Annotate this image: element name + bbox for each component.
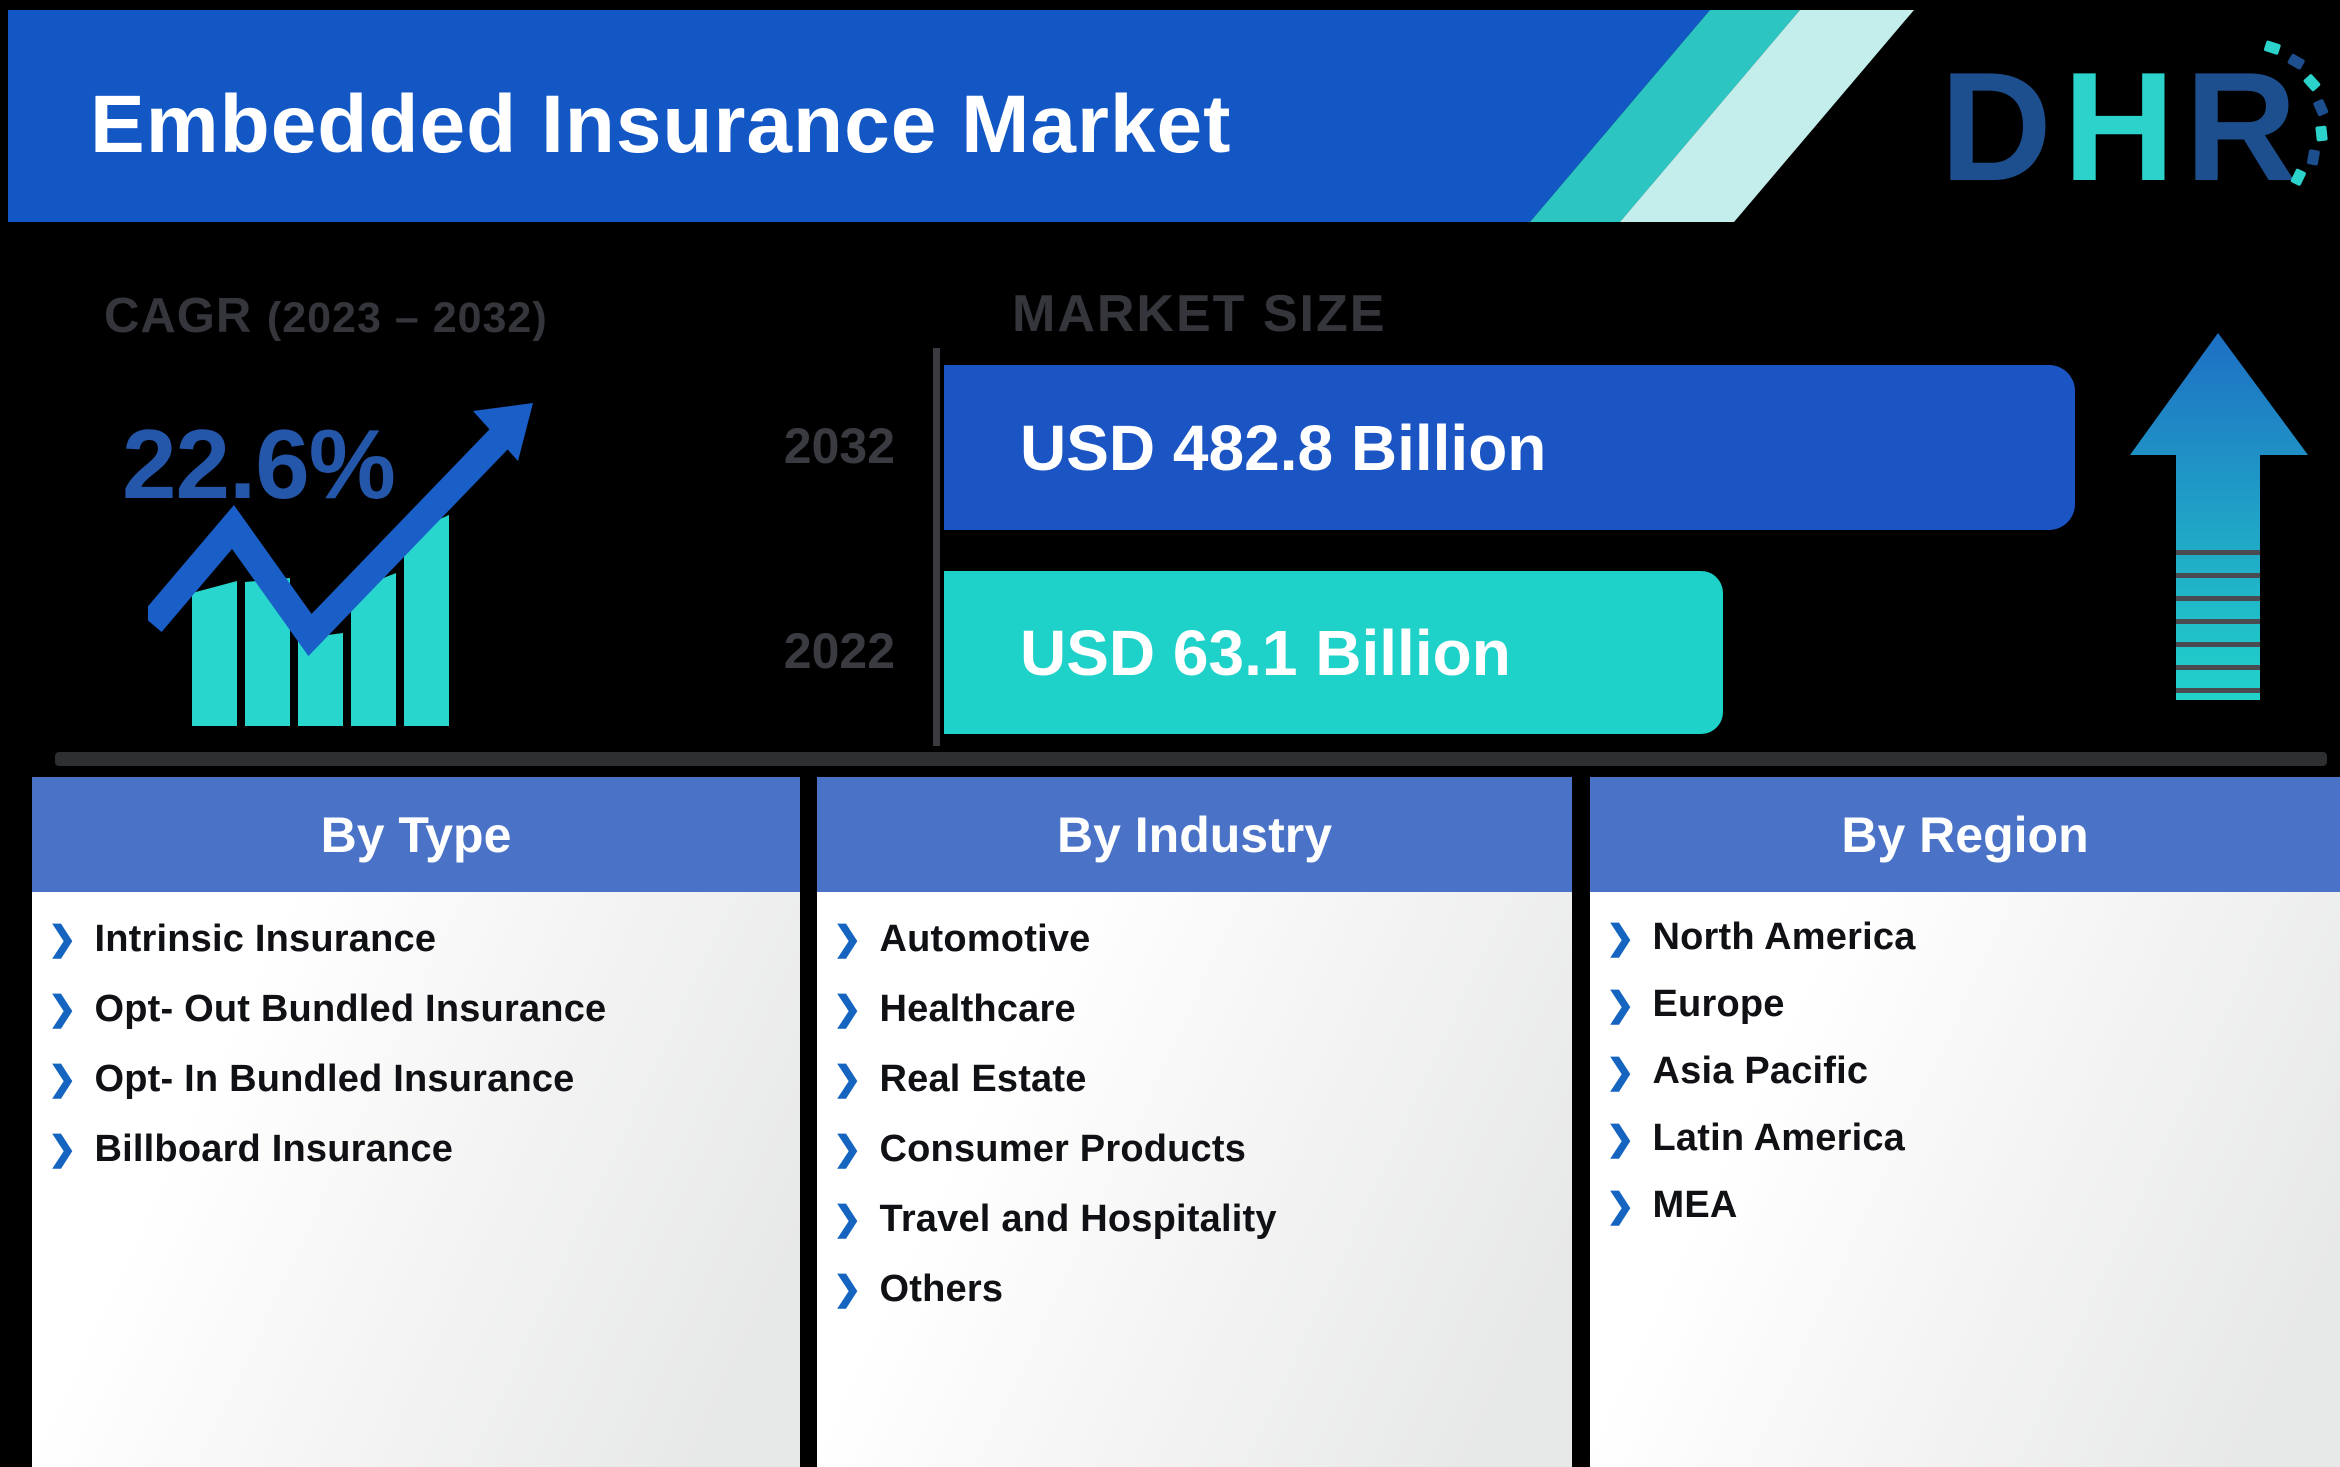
segment-column-by-industry: By Industry ❯ Automotive ❯ Healthcare ❯ Rea…: [817, 777, 1572, 1467]
list-item: ❯ Latin America: [1606, 1117, 1905, 1159]
list-item: ❯ Asia Pacific: [1606, 1050, 1869, 1092]
chevron-icon: ❯: [833, 990, 862, 1028]
cagr-label-text: CAGR: [104, 289, 253, 343]
logo-letter-d: D: [1940, 40, 2052, 210]
segment-column-by-region: By Region ❯ North America ❯ Europe ❯ Asia P…: [1590, 777, 2340, 1467]
logo-dots-arc: [2264, 40, 2329, 186]
cagr-label: CAGR (2023 – 2032): [104, 288, 548, 344]
market-size-title: MARKET SIZE: [1012, 285, 1387, 343]
separator-line: [55, 752, 2327, 766]
logo-letter-h: H: [2063, 40, 2175, 210]
growth-arrow-icon: [2130, 333, 2308, 700]
bar-2032-value: USD 482.8 Billion: [1020, 411, 1547, 484]
column-header-by-industry: By Industry: [817, 777, 1572, 892]
column-header-by-region: By Region: [1590, 777, 2340, 892]
list-item: ❯ Opt- In Bundled Insurance: [48, 1057, 575, 1100]
list-item: ❯ Consumer Products: [833, 1127, 1247, 1170]
cagr-period: (2023 – 2032): [266, 294, 548, 342]
dhr-logo: D H R: [1940, 40, 2329, 210]
list-item: ❯ Real Estate: [833, 1057, 1087, 1100]
list-item: ❯ MEA: [1606, 1184, 1738, 1226]
bar-2022-value: USD 63.1 Billion: [1020, 616, 1511, 689]
bar-2022: USD 63.1 Billion: [944, 571, 1723, 734]
axis-line: [933, 348, 940, 746]
cagr-value: 22.6%: [122, 409, 396, 519]
chevron-icon: ❯: [1606, 985, 1635, 1024]
arrow-shaft-stripes: [2176, 550, 2260, 693]
year-label-2032: 2032: [783, 418, 895, 474]
chevron-icon: ❯: [833, 920, 862, 958]
logo-letter-r: R: [2185, 40, 2297, 210]
year-label-2022: 2022: [783, 623, 895, 679]
chevron-icon: ❯: [1606, 1186, 1635, 1225]
chevron-icon: ❯: [1606, 1052, 1635, 1091]
column-body-by-region: ❯ North America ❯ Europe ❯ Asia Pacific ❯ La…: [1590, 892, 2340, 1467]
trend-arrowhead: [473, 403, 533, 461]
chevron-icon: ❯: [833, 1200, 862, 1238]
chevron-icon: ❯: [48, 990, 77, 1028]
list-item: ❯ Europe: [1606, 983, 1785, 1025]
header-background: [8, 10, 1914, 222]
by-region-list: ❯ North America ❯ Europe ❯ Asia Pacific ❯ La…: [1590, 904, 2340, 1239]
column-body-by-type: ❯ Intrinsic Insurance ❯ Opt- Out Bundled I…: [32, 892, 800, 1467]
growth-chart-icon: [148, 403, 533, 726]
list-item: ❯ Travel and Hospitality: [833, 1197, 1277, 1240]
list-item: ❯ Automotive: [833, 917, 1091, 960]
bar-2032: USD 482.8 Billion: [944, 365, 2075, 530]
chevron-icon: ❯: [48, 1130, 77, 1168]
column-header-by-type: By Type: [32, 777, 800, 892]
segment-column-by-type: By Type ❯ Intrinsic Insurance ❯ Opt- Out B…: [32, 777, 800, 1467]
list-item: ❯ Healthcare: [833, 987, 1076, 1030]
chevron-icon: ❯: [48, 1060, 77, 1098]
chevron-icon: ❯: [833, 1130, 862, 1168]
column-body-by-industry: ❯ Automotive ❯ Healthcare ❯ Real Estate ❯ Co…: [817, 892, 1572, 1467]
list-item: ❯ Opt- Out Bundled Insurance: [48, 987, 607, 1030]
header-blue-band: [8, 10, 1710, 222]
chevron-icon: ❯: [833, 1060, 862, 1098]
list-item: ❯ North America: [1606, 916, 1916, 958]
by-type-list: ❯ Intrinsic Insurance ❯ Opt- Out Bundled I…: [32, 904, 800, 1184]
page-title: Embedded Insurance Market: [90, 79, 1232, 170]
list-item: ❯ Others: [833, 1267, 1004, 1310]
by-industry-list: ❯ Automotive ❯ Healthcare ❯ Real Estate ❯ Co…: [817, 904, 1572, 1324]
zigzag-trend-line: [148, 420, 518, 657]
chevron-icon: ❯: [1606, 1119, 1635, 1158]
growth-chart-bars: [192, 515, 449, 726]
header-teal-stripe: [1530, 10, 1800, 222]
chevron-icon: ❯: [48, 920, 77, 958]
chevron-icon: ❯: [833, 1270, 862, 1308]
list-item: ❯ Billboard Insurance: [48, 1127, 454, 1170]
chevron-icon: ❯: [1606, 918, 1635, 957]
list-item: ❯ Intrinsic Insurance: [48, 917, 437, 960]
header-light-stripe: [1620, 10, 1914, 222]
